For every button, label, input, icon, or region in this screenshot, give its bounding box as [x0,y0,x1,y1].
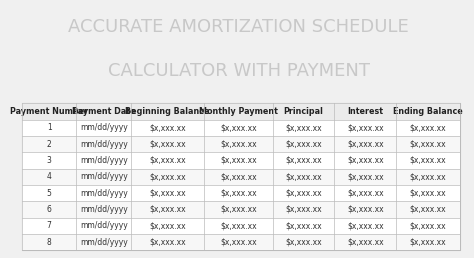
Bar [22,234,460,250]
Text: $x,xxx.xx: $x,xxx.xx [220,123,257,132]
Text: $x,xxx.xx: $x,xxx.xx [410,172,446,181]
Text: mm/dd/yyyy: mm/dd/yyyy [80,205,128,214]
Text: 4: 4 [47,172,52,181]
Bar [22,136,460,152]
Text: $x,xxx.xx: $x,xxx.xx [410,156,446,165]
Text: $x,xxx.xx: $x,xxx.xx [410,189,446,198]
Text: mm/dd/yyyy: mm/dd/yyyy [80,123,128,132]
Text: $x,xxx.xx: $x,xxx.xx [410,140,446,149]
Text: Interest: Interest [347,107,383,116]
Text: $x,xxx.xx: $x,xxx.xx [410,205,446,214]
Text: Monthly Payment: Monthly Payment [199,107,278,116]
Text: $x,xxx.xx: $x,xxx.xx [285,238,322,247]
Text: $x,xxx.xx: $x,xxx.xx [220,156,257,165]
Text: $x,xxx.xx: $x,xxx.xx [149,205,186,214]
Bar [22,201,460,217]
Text: mm/dd/yyyy: mm/dd/yyyy [80,172,128,181]
Text: $x,xxx.xx: $x,xxx.xx [285,189,322,198]
Text: $x,xxx.xx: $x,xxx.xx [347,123,383,132]
Text: $x,xxx.xx: $x,xxx.xx [149,221,186,230]
Text: 3: 3 [47,156,52,165]
Bar [22,119,460,136]
Text: 5: 5 [47,189,52,198]
Text: $x,xxx.xx: $x,xxx.xx [410,123,446,132]
Text: $x,xxx.xx: $x,xxx.xx [220,238,257,247]
Text: mm/dd/yyyy: mm/dd/yyyy [80,221,128,230]
Text: Principal: Principal [284,107,324,116]
Text: $x,xxx.xx: $x,xxx.xx [285,221,322,230]
Text: $x,xxx.xx: $x,xxx.xx [347,205,383,214]
Text: $x,xxx.xx: $x,xxx.xx [220,140,257,149]
Bar [22,152,460,168]
Text: $x,xxx.xx: $x,xxx.xx [347,238,383,247]
Text: Payment Number: Payment Number [10,107,88,116]
Text: $x,xxx.xx: $x,xxx.xx [149,123,186,132]
Text: $x,xxx.xx: $x,xxx.xx [149,238,186,247]
Text: Beginning Balance: Beginning Balance [125,107,210,116]
Bar [22,103,460,119]
Bar [22,217,460,234]
Bar [22,185,460,201]
Text: mm/dd/yyyy: mm/dd/yyyy [80,156,128,165]
Text: $x,xxx.xx: $x,xxx.xx [347,189,383,198]
Text: 1: 1 [47,123,52,132]
Text: $x,xxx.xx: $x,xxx.xx [347,172,383,181]
Text: 2: 2 [47,140,52,149]
Text: $x,xxx.xx: $x,xxx.xx [285,140,322,149]
Text: $x,xxx.xx: $x,xxx.xx [285,123,322,132]
Text: $x,xxx.xx: $x,xxx.xx [149,189,186,198]
Text: $x,xxx.xx: $x,xxx.xx [410,238,446,247]
Text: ACCURATE AMORTIZATION SCHEDULE: ACCURATE AMORTIZATION SCHEDULE [68,18,409,36]
Text: mm/dd/yyyy: mm/dd/yyyy [80,140,128,149]
Text: $x,xxx.xx: $x,xxx.xx [285,205,322,214]
Text: $x,xxx.xx: $x,xxx.xx [285,172,322,181]
Text: $x,xxx.xx: $x,xxx.xx [149,172,186,181]
Text: mm/dd/yyyy: mm/dd/yyyy [80,189,128,198]
Text: 7: 7 [47,221,52,230]
Text: $x,xxx.xx: $x,xxx.xx [220,205,257,214]
Text: $x,xxx.xx: $x,xxx.xx [347,156,383,165]
Text: $x,xxx.xx: $x,xxx.xx [347,140,383,149]
Text: $x,xxx.xx: $x,xxx.xx [220,221,257,230]
Text: mm/dd/yyyy: mm/dd/yyyy [80,238,128,247]
Text: CALCULATOR WITH PAYMENT: CALCULATOR WITH PAYMENT [108,62,370,80]
Text: Payment Date: Payment Date [72,107,136,116]
Text: $x,xxx.xx: $x,xxx.xx [410,221,446,230]
Text: $x,xxx.xx: $x,xxx.xx [285,156,322,165]
Text: $x,xxx.xx: $x,xxx.xx [347,221,383,230]
Bar [22,168,460,185]
Text: $x,xxx.xx: $x,xxx.xx [220,172,257,181]
Text: 6: 6 [47,205,52,214]
Text: 8: 8 [47,238,52,247]
Text: $x,xxx.xx: $x,xxx.xx [149,156,186,165]
Text: $x,xxx.xx: $x,xxx.xx [149,140,186,149]
Text: $x,xxx.xx: $x,xxx.xx [220,189,257,198]
Text: Ending Balance: Ending Balance [393,107,463,116]
